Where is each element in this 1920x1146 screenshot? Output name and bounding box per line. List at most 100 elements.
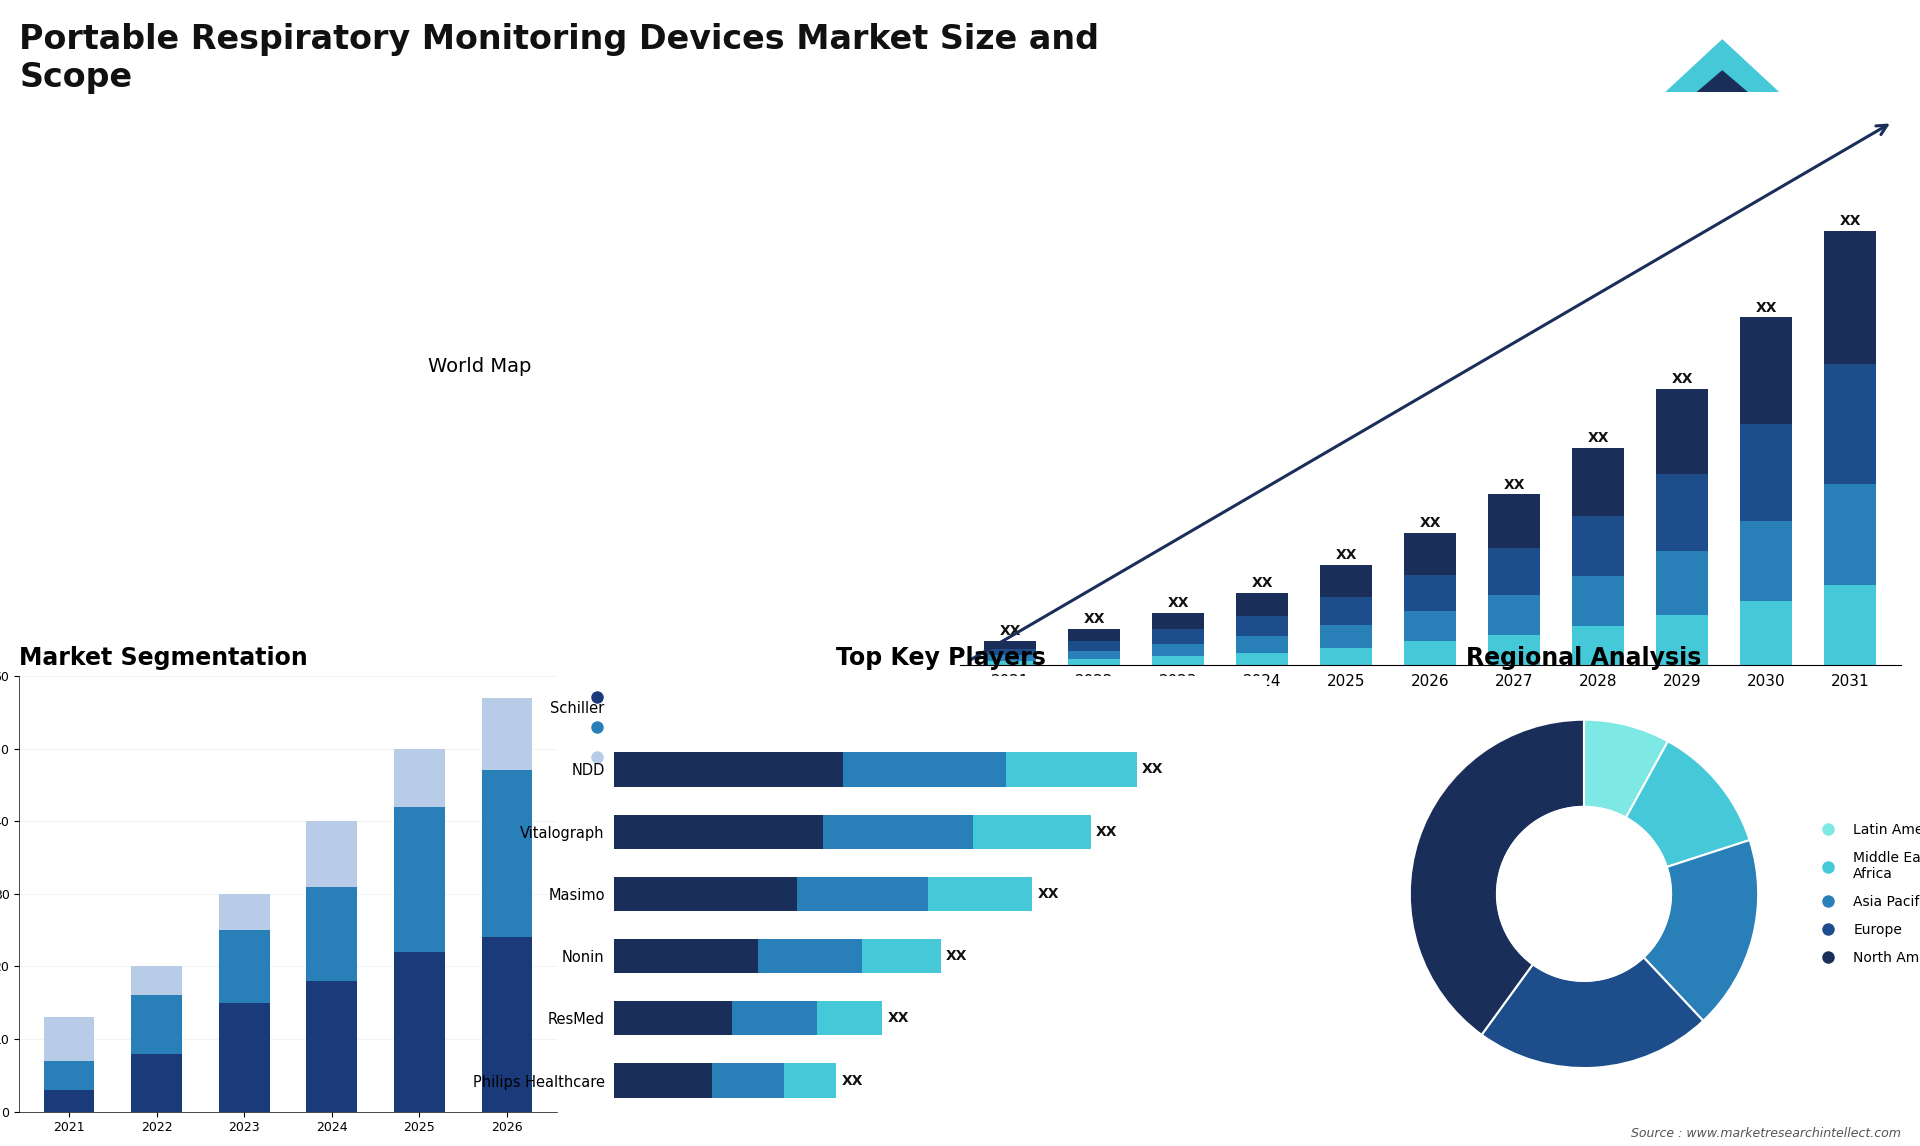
- Text: XX: XX: [1336, 548, 1357, 562]
- Text: XX: XX: [1252, 576, 1273, 590]
- Bar: [131, 996, 182, 1053]
- Bar: [862, 939, 941, 973]
- Bar: [614, 815, 824, 849]
- Bar: [1152, 629, 1204, 644]
- Text: XX: XX: [1588, 431, 1609, 445]
- Bar: [1824, 584, 1876, 665]
- Text: XX: XX: [947, 949, 968, 963]
- Bar: [307, 981, 357, 1112]
- Text: XX: XX: [1839, 214, 1860, 228]
- Wedge shape: [1644, 840, 1759, 1021]
- Bar: [219, 1003, 269, 1112]
- Bar: [219, 894, 269, 931]
- Text: XX: XX: [1142, 762, 1164, 777]
- Wedge shape: [1409, 720, 1584, 1035]
- Text: XX: XX: [1672, 372, 1693, 386]
- Wedge shape: [1482, 957, 1703, 1068]
- Bar: [1236, 636, 1288, 653]
- Bar: [614, 1063, 712, 1098]
- Bar: [44, 1018, 94, 1061]
- Bar: [973, 815, 1091, 849]
- Bar: [307, 887, 357, 981]
- Text: XX: XX: [1083, 612, 1106, 626]
- Bar: [44, 1061, 94, 1090]
- Bar: [1068, 641, 1121, 651]
- Bar: [1488, 635, 1540, 665]
- Bar: [44, 1090, 94, 1112]
- Bar: [1321, 597, 1373, 625]
- Text: XX: XX: [1037, 887, 1060, 901]
- Bar: [614, 753, 843, 786]
- Bar: [1236, 653, 1288, 665]
- Bar: [985, 656, 1037, 661]
- Legend: Application, Product, Geography: Application, Product, Geography: [576, 684, 716, 771]
- Text: XX: XX: [1096, 825, 1117, 839]
- Text: XX: XX: [1000, 623, 1021, 638]
- Text: World Map: World Map: [428, 358, 532, 376]
- Bar: [783, 1063, 837, 1098]
- Bar: [927, 877, 1033, 911]
- Text: Market Segmentation: Market Segmentation: [19, 646, 307, 670]
- Text: Portable Respiratory Monitoring Devices Market Size and
Scope: Portable Respiratory Monitoring Devices …: [19, 23, 1098, 94]
- Bar: [1152, 656, 1204, 665]
- Bar: [816, 1002, 881, 1036]
- Bar: [1824, 364, 1876, 485]
- Bar: [824, 815, 973, 849]
- Bar: [758, 939, 862, 973]
- Bar: [1321, 647, 1373, 665]
- Bar: [1321, 565, 1373, 597]
- Bar: [985, 649, 1037, 656]
- Bar: [797, 877, 927, 911]
- Circle shape: [1498, 807, 1670, 981]
- Bar: [1488, 548, 1540, 595]
- Bar: [1068, 651, 1121, 659]
- Title: Top Key Players: Top Key Players: [835, 646, 1046, 670]
- Bar: [1068, 629, 1121, 641]
- Bar: [843, 753, 1006, 786]
- Bar: [1404, 611, 1457, 642]
- Bar: [985, 661, 1037, 665]
- Legend: Latin America, Middle East &
Africa, Asia Pacific, Europe, North America: Latin America, Middle East & Africa, Asi…: [1809, 817, 1920, 971]
- Bar: [1572, 575, 1624, 626]
- Bar: [1236, 615, 1288, 636]
- Bar: [394, 748, 445, 807]
- Bar: [1740, 424, 1793, 521]
- Text: XX: XX: [1167, 596, 1188, 610]
- Bar: [131, 1053, 182, 1112]
- Bar: [1152, 613, 1204, 629]
- Text: XX: XX: [887, 1011, 908, 1026]
- Bar: [1404, 533, 1457, 574]
- Bar: [1740, 317, 1793, 424]
- Text: XX: XX: [841, 1074, 864, 1088]
- Bar: [131, 966, 182, 996]
- Bar: [219, 931, 269, 1003]
- Bar: [1006, 753, 1137, 786]
- Title: Regional Analysis: Regional Analysis: [1467, 646, 1701, 670]
- Bar: [1572, 448, 1624, 516]
- Bar: [1404, 574, 1457, 611]
- Bar: [1321, 625, 1373, 647]
- Bar: [482, 937, 532, 1112]
- Bar: [1657, 614, 1709, 665]
- Bar: [1740, 521, 1793, 602]
- Bar: [1488, 595, 1540, 635]
- Wedge shape: [1626, 741, 1749, 868]
- Bar: [394, 807, 445, 952]
- Polygon shape: [1636, 40, 1809, 120]
- Text: XX: XX: [1755, 300, 1778, 315]
- Bar: [1572, 626, 1624, 665]
- Bar: [1824, 230, 1876, 364]
- Bar: [1657, 551, 1709, 614]
- Bar: [614, 877, 797, 911]
- Bar: [1657, 474, 1709, 551]
- Bar: [394, 952, 445, 1112]
- Bar: [985, 641, 1037, 649]
- Bar: [614, 1002, 732, 1036]
- Bar: [1236, 592, 1288, 615]
- Polygon shape: [1665, 71, 1780, 120]
- Bar: [712, 1063, 783, 1098]
- Bar: [1824, 485, 1876, 584]
- Bar: [1572, 516, 1624, 575]
- Bar: [732, 1002, 816, 1036]
- Wedge shape: [1584, 720, 1668, 817]
